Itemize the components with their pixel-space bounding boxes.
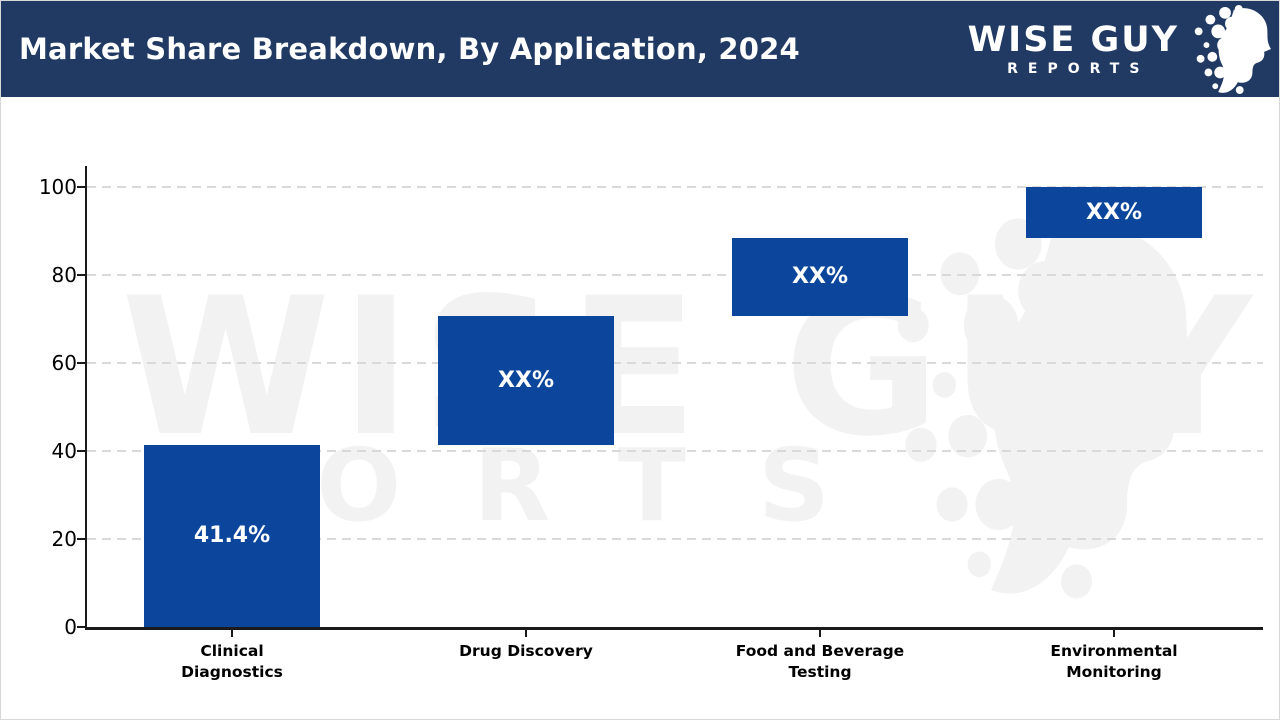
bar-clinical-diagnostics: 41.4% <box>144 444 320 627</box>
bar-environmental-monitoring: XX% <box>1026 187 1202 239</box>
bar-drug-discovery: XX% <box>438 315 614 445</box>
y-tick-mark-40 <box>77 450 85 452</box>
x-axis-line <box>85 627 1263 630</box>
page-title: Market Share Breakdown, By Application, … <box>19 32 800 66</box>
y-tick-mark-20 <box>77 538 85 540</box>
y-tick-label-0: 0 <box>64 615 77 639</box>
gridline-20 <box>87 538 1263 540</box>
y-tick-label-80: 80 <box>51 263 77 287</box>
brand-logo: WISE GUY REPORTS <box>968 2 1271 96</box>
y-tick-label-100: 100 <box>38 175 77 199</box>
bar-value-label: XX% <box>1086 200 1142 226</box>
x-tick-mark-1 <box>525 630 527 637</box>
x-tick-mark-0 <box>231 630 233 637</box>
x-tick-mark-2 <box>819 630 821 637</box>
bar-food-and-beverage-testing: XX% <box>732 238 908 316</box>
gridline-100 <box>87 186 1263 188</box>
logo-name-text: WISE GUY <box>967 20 1179 60</box>
logo-wordmark: WISE GUY REPORTS <box>968 21 1179 77</box>
gridline-60 <box>87 362 1263 364</box>
gridline-80 <box>87 274 1263 276</box>
gridline-40 <box>87 450 1263 452</box>
x-tick-mark-3 <box>1113 630 1115 637</box>
chart-area: WISE GUY PORTS 0 20 40 60 80 100 41.4% Clinical… <box>1 97 1279 719</box>
bar-value-label: XX% <box>792 264 848 290</box>
logo-head-icon <box>1194 5 1271 94</box>
x-axis-label-0: Clinical Diagnostics <box>181 642 283 681</box>
x-axis-label-3: Environmental Monitoring <box>1050 642 1178 681</box>
y-tick-mark-0 <box>77 626 85 628</box>
y-tick-label-60: 60 <box>51 351 77 375</box>
y-tick-label-40: 40 <box>51 439 77 463</box>
x-axis-label-2: Food and Beverage Testing <box>735 642 905 681</box>
y-axis-line <box>85 166 87 629</box>
bar-value-label: 41.4% <box>193 523 271 549</box>
x-axis-label-1: Drug Discovery <box>459 642 593 660</box>
header: Market Share Breakdown, By Application, … <box>1 1 1279 97</box>
y-tick-mark-60 <box>77 362 85 364</box>
y-tick-label-20: 20 <box>51 527 77 551</box>
logo-subtitle-text: REPORTS <box>1007 61 1150 77</box>
y-tick-mark-80 <box>77 274 85 276</box>
bar-value-label: XX% <box>498 367 554 393</box>
y-tick-mark-100 <box>77 186 85 188</box>
